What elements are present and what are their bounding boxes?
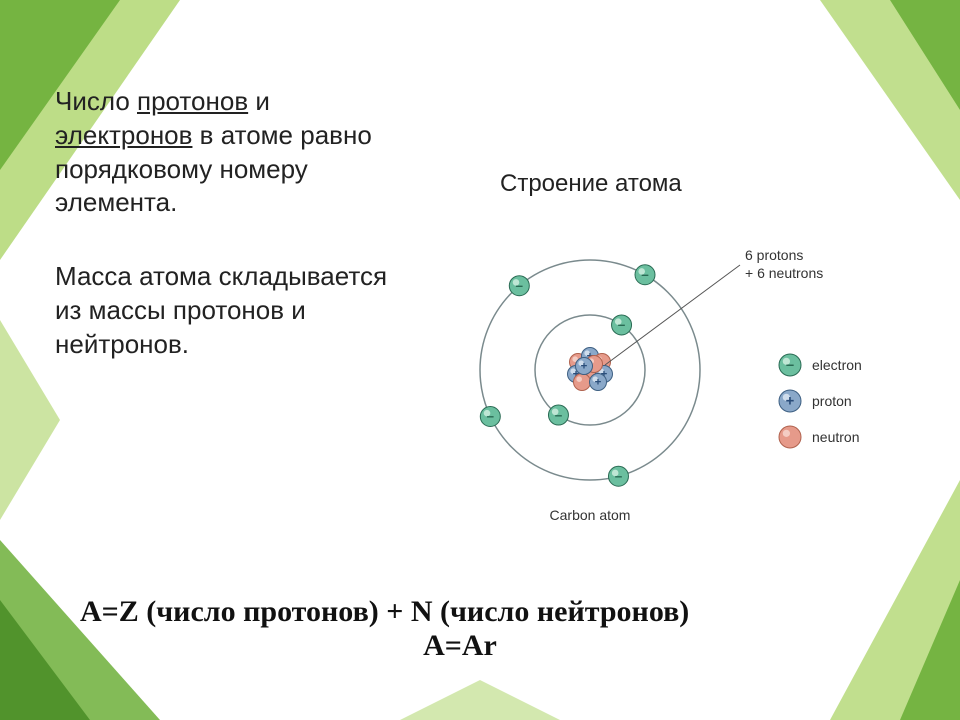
svg-text:+: + xyxy=(581,361,588,373)
svg-text:–: – xyxy=(615,468,623,483)
svg-text:Carbon atom: Carbon atom xyxy=(550,507,631,523)
svg-text:+: + xyxy=(786,394,795,410)
diagram-title: Строение атома xyxy=(500,170,682,198)
svg-text:proton: proton xyxy=(812,393,852,409)
svg-text:+ 6 neutrons: + 6 neutrons xyxy=(745,265,823,281)
svg-text:neutron: neutron xyxy=(812,429,859,445)
svg-text:–: – xyxy=(516,278,524,293)
description-text: Число протонов и электронов в атоме равн… xyxy=(55,85,395,362)
para1-underline-electrons: электронов xyxy=(55,120,192,150)
slide-content: Число протонов и электронов в атоме равн… xyxy=(0,0,960,720)
formula-block: A=Z (число протонов) + N (число нейтроно… xyxy=(80,595,840,663)
atom-diagram: +++++–––––– –electron+protonneutron 6 pr… xyxy=(420,200,900,540)
formula-line-2: A=Ar xyxy=(80,629,840,663)
svg-text:–: – xyxy=(487,409,495,424)
svg-text:–: – xyxy=(786,358,794,374)
svg-text:6 protons: 6 protons xyxy=(745,247,803,263)
svg-text:electron: electron xyxy=(812,357,862,373)
para1-pre: Число xyxy=(55,86,137,116)
para1-mid: и xyxy=(248,86,270,116)
paragraph-1: Число протонов и электронов в атоме равн… xyxy=(55,85,395,220)
svg-text:–: – xyxy=(618,317,626,332)
formula-line-1: A=Z (число протонов) + N (число нейтроно… xyxy=(80,595,840,629)
svg-text:–: – xyxy=(555,407,563,422)
paragraph-2: Масса атома складывается из массы протон… xyxy=(55,260,395,361)
svg-text:+: + xyxy=(595,377,602,389)
svg-text:–: – xyxy=(641,267,649,282)
para1-underline-protons: протонов xyxy=(137,86,248,116)
